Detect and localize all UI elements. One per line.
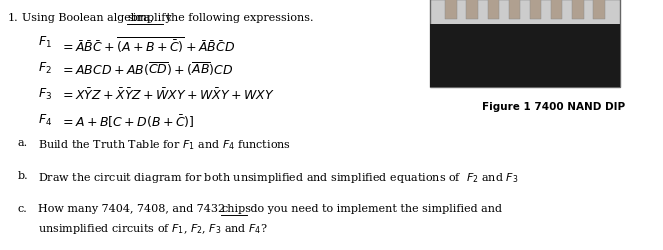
Text: $= X\bar{Y}Z + \bar{X}\bar{Y}Z + \bar{W}XY + W\bar{X}Y + WXY$: $= X\bar{Y}Z + \bar{X}\bar{Y}Z + \bar{W}… — [60, 87, 274, 102]
Bar — [430, 0, 620, 88]
Text: do you need to implement the simplified and: do you need to implement the simplified … — [247, 203, 502, 213]
Text: Figure 1 7400 NAND DIP: Figure 1 7400 NAND DIP — [482, 102, 625, 112]
Text: $F_2$: $F_2$ — [38, 61, 52, 76]
Text: $= ABCD + AB(\overline{CD}) + (\overline{AB})CD$: $= ABCD + AB(\overline{CD}) + (\overline… — [60, 61, 233, 78]
Bar — [509, 0, 520, 20]
Text: How many 7404, 7408, and 7432: How many 7404, 7408, and 7432 — [38, 203, 229, 213]
Text: 1.: 1. — [8, 13, 19, 23]
Text: unsimplified circuits of $F_1$, $F_2$, $F_3$ and $F_4$?: unsimplified circuits of $F_1$, $F_2$, $… — [38, 220, 268, 234]
Bar — [551, 0, 562, 20]
Text: Draw the circuit diagram for both unsimplified and simplified equations of  $F_2: Draw the circuit diagram for both unsimp… — [38, 170, 518, 184]
Text: $F_4$: $F_4$ — [38, 112, 52, 128]
Text: Using Boolean algebra,: Using Boolean algebra, — [22, 13, 157, 23]
Text: Build the Truth Table for $F_1$ and $F_4$ functions: Build the Truth Table for $F_1$ and $F_4… — [38, 138, 291, 151]
Text: $F_3$: $F_3$ — [38, 87, 52, 102]
Text: simplify: simplify — [127, 13, 172, 23]
Text: $= A + B[C + D(B + \bar{C})]$: $= A + B[C + D(B + \bar{C})]$ — [60, 112, 195, 129]
Text: c.: c. — [18, 203, 28, 213]
Text: b.: b. — [18, 170, 29, 180]
Bar — [446, 0, 457, 20]
Bar — [466, 0, 478, 20]
Bar — [487, 0, 499, 20]
Text: $F_1$: $F_1$ — [38, 35, 52, 50]
Text: $= \bar{A}\bar{B}\bar{C} + \overline{(A + B + \bar{C})} + \bar{A}\bar{B}\bar{C}D: $= \bar{A}\bar{B}\bar{C} + \overline{(A … — [60, 35, 235, 54]
Text: chips: chips — [221, 203, 251, 213]
Bar — [572, 0, 583, 20]
Bar — [530, 0, 542, 20]
Bar — [430, 24, 620, 88]
Text: a.: a. — [18, 138, 28, 147]
Text: the following expressions.: the following expressions. — [163, 13, 314, 23]
Bar — [593, 0, 605, 20]
